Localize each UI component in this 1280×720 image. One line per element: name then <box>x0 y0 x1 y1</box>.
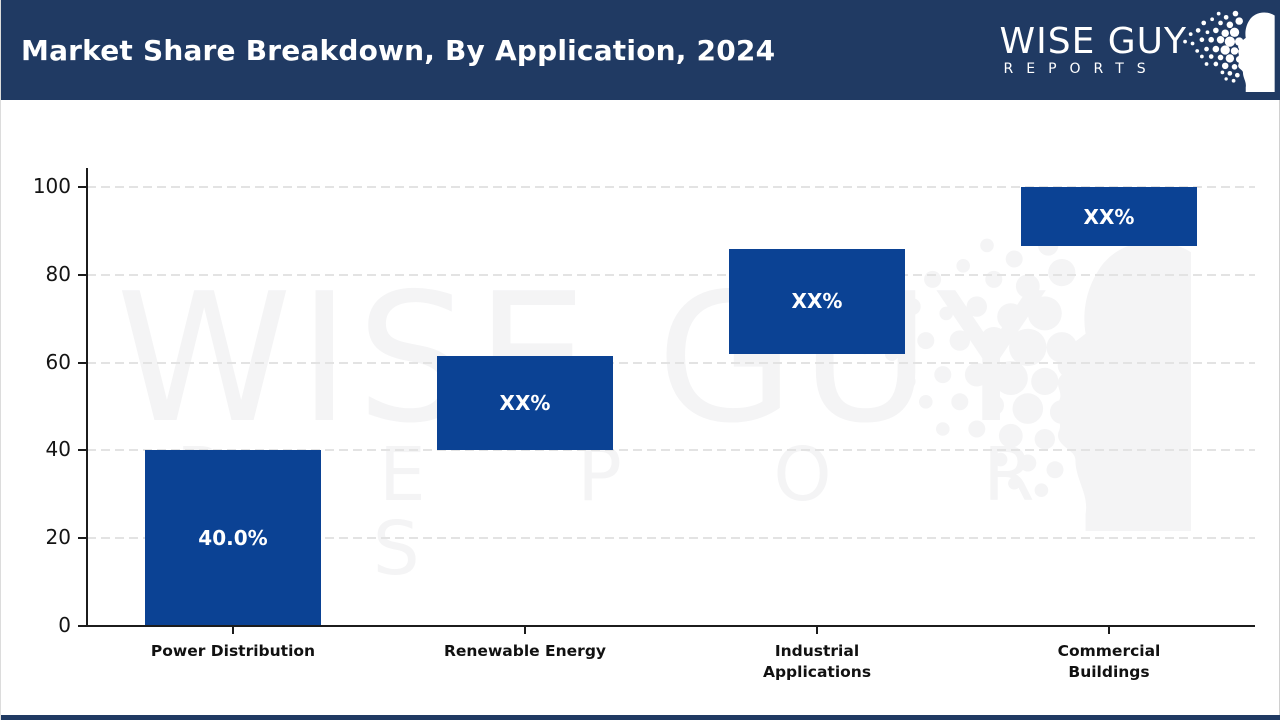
x-tick-mark <box>1108 627 1110 634</box>
y-tick-mark <box>78 186 87 188</box>
y-tick-label: 80 <box>45 261 71 286</box>
wiseguy-logo: WISE GUY REPORTS <box>1000 8 1276 92</box>
x-category-label: Commercial Buildings <box>1057 642 1161 681</box>
bar-segment: XX% <box>437 356 613 451</box>
bar-segment: XX% <box>729 248 905 354</box>
header-bar: Market Share Breakdown, By Application, … <box>1 0 1280 100</box>
y-tick-label: 40 <box>45 437 71 462</box>
bar-value-label: 40.0% <box>198 526 268 551</box>
bar-value-label: XX% <box>1083 204 1135 229</box>
y-tick-label: 0 <box>58 613 71 637</box>
bar-segment: 40.0% <box>145 450 321 626</box>
y-tick-mark <box>78 537 87 540</box>
x-category-label: Industrial Applications <box>762 642 872 681</box>
y-tick-label: 60 <box>45 349 71 374</box>
gridline <box>87 273 1255 276</box>
bar-value-label: XX% <box>791 289 843 314</box>
bar-segment: XX% <box>1021 187 1197 247</box>
y-tick-mark <box>78 273 87 276</box>
x-tick-mark <box>816 627 818 634</box>
gridline <box>87 537 1255 540</box>
y-tick-mark <box>78 625 87 627</box>
y-axis-line <box>86 168 88 627</box>
bar-value-label: XX% <box>499 391 551 416</box>
x-category-label: Power Distribution <box>150 642 316 660</box>
gridline <box>87 186 1255 188</box>
wiseguy-logo-text: WISE GUY REPORTS <box>999 21 1188 78</box>
logo-subtitle: REPORTS <box>1003 61 1159 77</box>
x-tick-mark <box>524 627 526 634</box>
logo-wordmark: WISE GUY <box>999 21 1187 62</box>
x-tick-mark <box>232 627 234 634</box>
x-category-label: Renewable Energy <box>443 642 607 660</box>
y-tick-mark <box>78 449 87 452</box>
wiseguy-face-dots-icon <box>1183 10 1275 92</box>
y-tick-label: 100 <box>32 174 71 198</box>
y-tick-mark <box>78 361 87 364</box>
x-axis-line <box>86 625 1255 627</box>
footer-accent-strip <box>1 715 1280 720</box>
y-tick-label: 20 <box>45 525 71 550</box>
page-title: Market Share Breakdown, By Application, … <box>21 33 776 67</box>
gridline <box>87 361 1255 364</box>
gridline <box>87 449 1255 452</box>
